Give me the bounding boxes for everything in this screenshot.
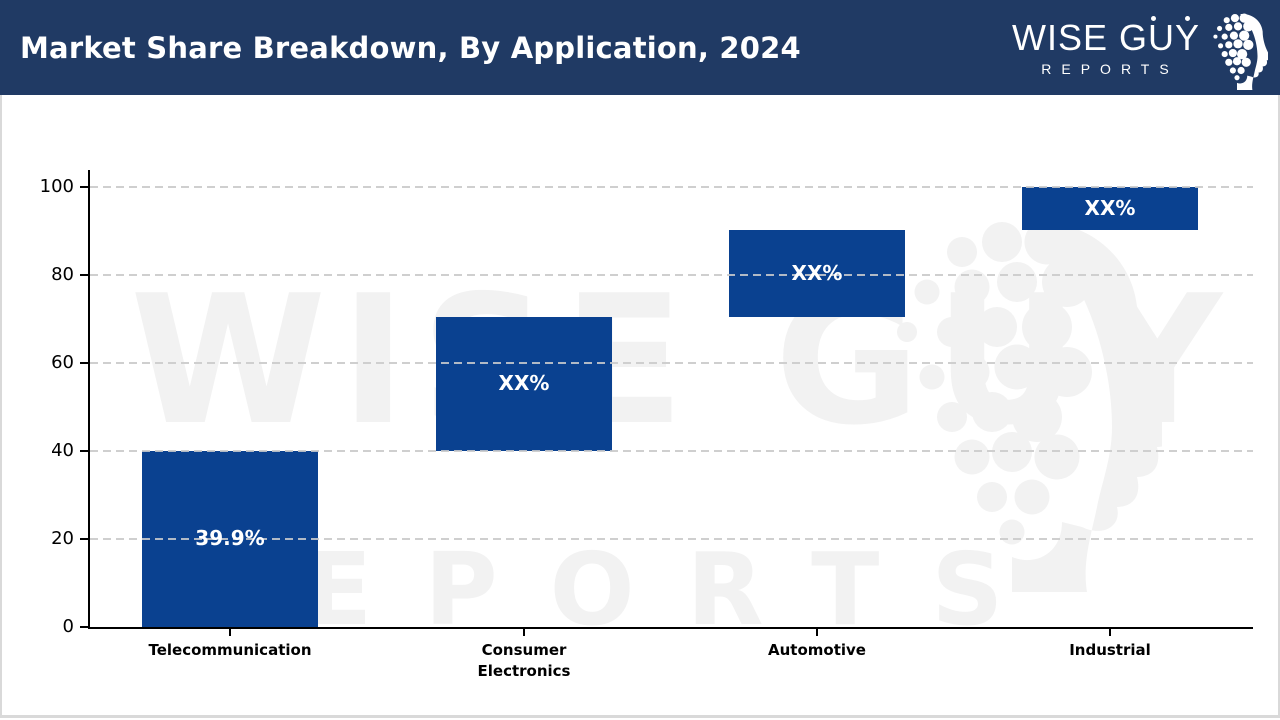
x-tick-mark <box>523 629 525 636</box>
frame-border-left <box>0 95 2 718</box>
header-bar: Market Share Breakdown, By Application, … <box>0 0 1280 95</box>
y-tick-mark <box>80 626 88 628</box>
y-tick-mark <box>80 538 88 540</box>
gridline-overlay-y100 <box>90 186 1253 188</box>
watermark-head-icon <box>897 219 1162 592</box>
y-tick-mark <box>80 186 88 188</box>
page-title: Market Share Breakdown, By Application, … <box>20 30 801 65</box>
x-tick-mark <box>816 629 818 636</box>
y-tick-mark <box>80 450 88 452</box>
gridline-overlay-y20 <box>90 538 1253 540</box>
y-tick-mark <box>80 274 88 276</box>
x-axis-label-consumer-electronics: Consumer Electronics <box>477 641 571 680</box>
x-tick-mark <box>229 629 231 636</box>
bar-industrial <box>1022 187 1198 231</box>
x-axis-label-automotive: Automotive <box>768 641 866 659</box>
y-tick-label: 20 <box>51 528 74 549</box>
logo-text: WISE GUY REPORTS <box>1011 16 1200 77</box>
wise-guy-reports-logo: WISE GUY REPORTS <box>1012 8 1268 90</box>
bar-automotive <box>729 230 905 318</box>
y-tick-label: 0 <box>62 616 74 637</box>
bar-value-label: XX% <box>791 260 843 285</box>
logo-accent-dot <box>1151 16 1156 21</box>
frame-border-right <box>1278 95 1280 718</box>
bar-value-label: XX% <box>1084 195 1136 220</box>
gridline-overlay-y40 <box>90 450 1253 452</box>
frame-border-bottom <box>0 715 1280 718</box>
x-tick-mark <box>1109 629 1111 636</box>
bar-consumer-electronics <box>436 317 612 452</box>
y-tick-label: 80 <box>51 264 74 285</box>
x-axis-line <box>88 627 1253 629</box>
y-axis-line <box>88 170 90 629</box>
logo-subtitle: REPORTS <box>1041 61 1179 77</box>
bar-value-label: XX% <box>498 371 550 396</box>
x-axis-label-telecommunication: Telecommunication <box>148 641 312 659</box>
x-axis-label-industrial: Industrial <box>1069 641 1151 659</box>
y-tick-mark <box>80 362 88 364</box>
bar-value-label: 39.9% <box>195 526 265 551</box>
y-tick-label: 100 <box>39 176 74 197</box>
dotted-head-icon <box>1213 13 1268 90</box>
y-tick-label: 60 <box>51 352 74 373</box>
y-tick-label: 40 <box>51 440 74 461</box>
logo-wordmark: WISE GUY <box>1011 17 1200 58</box>
logo-accent-dot <box>1185 16 1190 21</box>
gridline-overlay-y80 <box>90 274 1253 276</box>
gridline-overlay-y60 <box>90 362 1253 364</box>
